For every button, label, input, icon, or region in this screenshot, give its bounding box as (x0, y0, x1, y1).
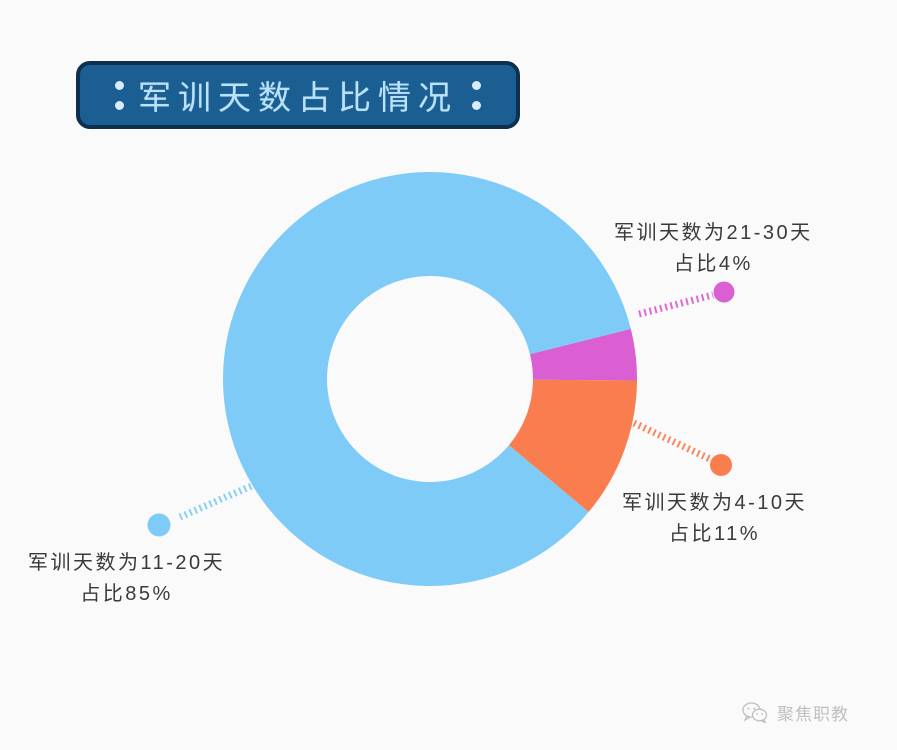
leader-lines (147, 281, 735, 537)
callout-line-1: 军训天数为4-10天 (622, 492, 808, 514)
callout-line-2: 占比4% (673, 253, 753, 275)
donut-slices (222, 172, 637, 586)
donut-slice[interactable] (222, 172, 631, 586)
leader-dot-11-20-days (147, 513, 171, 537)
leader-line-11-20-days (178, 480, 258, 521)
callout-line-2: 占比11% (668, 523, 761, 545)
leader-dot-21-30-days (713, 281, 735, 303)
callout-line-1: 军训天数为21-30天 (614, 222, 813, 244)
chart-title-banner: 军训天数占比情况 (76, 61, 520, 129)
colon-dots-icon-right (472, 80, 481, 110)
callout-label-4-10-days: 军训天数为4-10天 占比11% (622, 488, 807, 550)
callout-line-2: 占比85% (80, 583, 173, 605)
watermark: 聚焦职教 (742, 700, 849, 725)
wechat-logo-icon (742, 702, 768, 723)
donut-slice[interactable] (529, 328, 637, 381)
leader-dot-4-10-days (710, 454, 732, 476)
page-title: 军训天数占比情况 (138, 79, 458, 116)
donut-slice[interactable] (508, 379, 637, 513)
callout-label-21-30-days: 军训天数为21-30天 占比4% (614, 218, 813, 280)
leader-line-4-10-days (632, 419, 712, 463)
callout-label-11-20-days: 军训天数为11-20天 占比85% (28, 548, 225, 610)
watermark-text: 聚焦职教 (777, 705, 849, 724)
leader-line-21-30-days (638, 291, 714, 318)
callout-line-1: 军训天数为11-20天 (28, 552, 226, 574)
colon-dots-icon-left (115, 80, 124, 110)
